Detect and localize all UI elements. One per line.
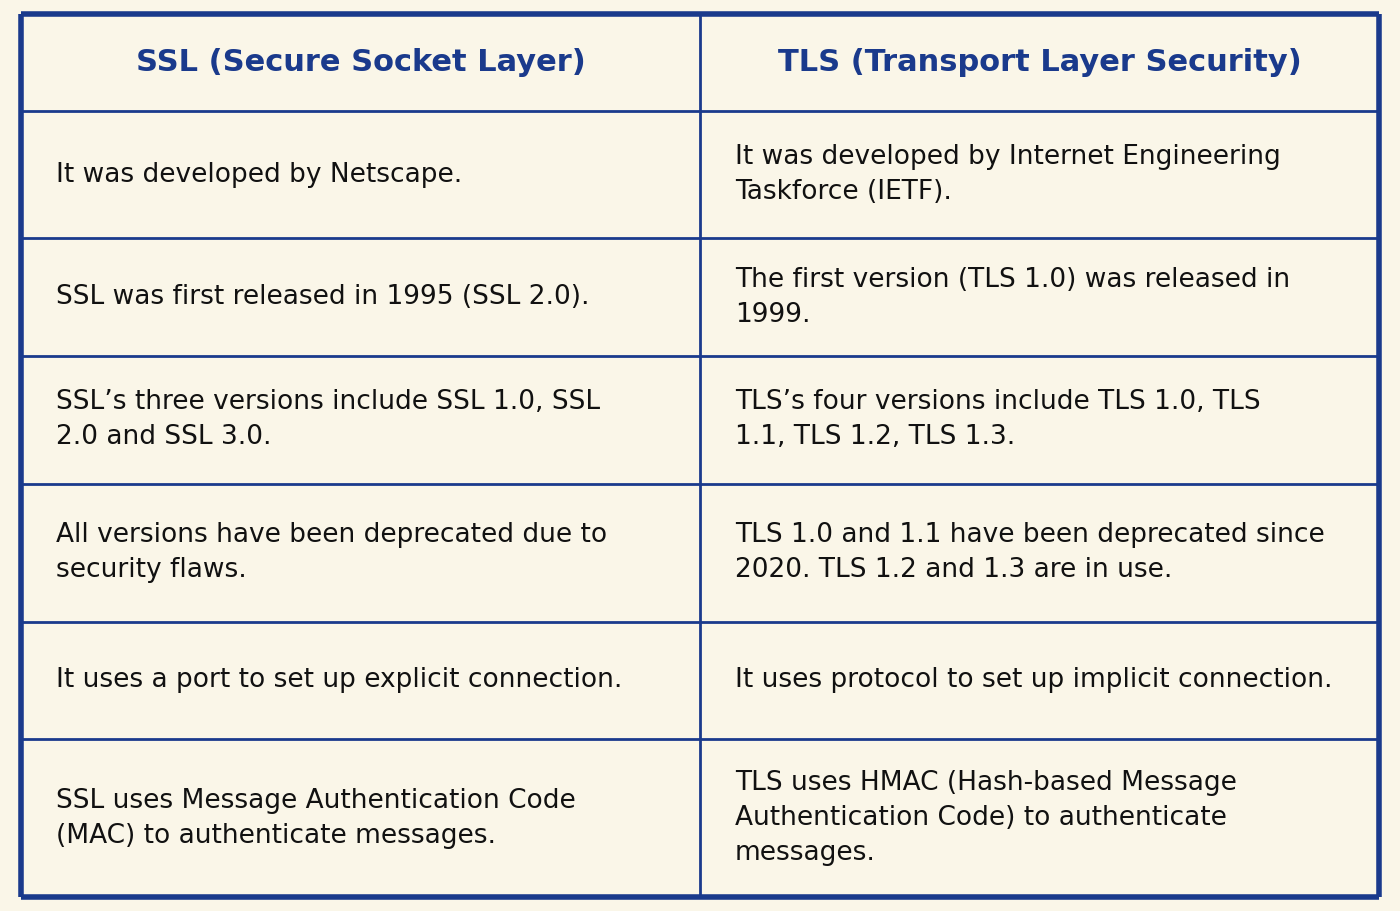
- Text: The first version (TLS 1.0) was released in
1999.: The first version (TLS 1.0) was released…: [735, 267, 1291, 328]
- Text: TLS uses HMAC (Hash-based Message
Authentication Code) to authenticate
messages.: TLS uses HMAC (Hash-based Message Authen…: [735, 770, 1236, 866]
- Text: SSL’s three versions include SSL 1.0, SSL
2.0 and SSL 3.0.: SSL’s three versions include SSL 1.0, SS…: [56, 389, 601, 450]
- Text: It uses a port to set up explicit connection.: It uses a port to set up explicit connec…: [56, 667, 623, 693]
- Text: TLS (Transport Layer Security): TLS (Transport Layer Security): [777, 47, 1302, 77]
- Text: TLS’s four versions include TLS 1.0, TLS
1.1, TLS 1.2, TLS 1.3.: TLS’s four versions include TLS 1.0, TLS…: [735, 389, 1260, 450]
- Text: It was developed by Netscape.: It was developed by Netscape.: [56, 161, 462, 188]
- Text: It uses protocol to set up implicit connection.: It uses protocol to set up implicit conn…: [735, 667, 1333, 693]
- Text: All versions have been deprecated due to
security flaws.: All versions have been deprecated due to…: [56, 522, 608, 583]
- Text: SSL (Secure Socket Layer): SSL (Secure Socket Layer): [136, 47, 585, 77]
- Text: It was developed by Internet Engineering
Taskforce (IETF).: It was developed by Internet Engineering…: [735, 144, 1281, 205]
- Text: SSL uses Message Authentication Code
(MAC) to authenticate messages.: SSL uses Message Authentication Code (MA…: [56, 788, 575, 849]
- Text: TLS 1.0 and 1.1 have been deprecated since
2020. TLS 1.2 and 1.3 are in use.: TLS 1.0 and 1.1 have been deprecated sin…: [735, 522, 1324, 583]
- Text: SSL was first released in 1995 (SSL 2.0).: SSL was first released in 1995 (SSL 2.0)…: [56, 284, 589, 310]
